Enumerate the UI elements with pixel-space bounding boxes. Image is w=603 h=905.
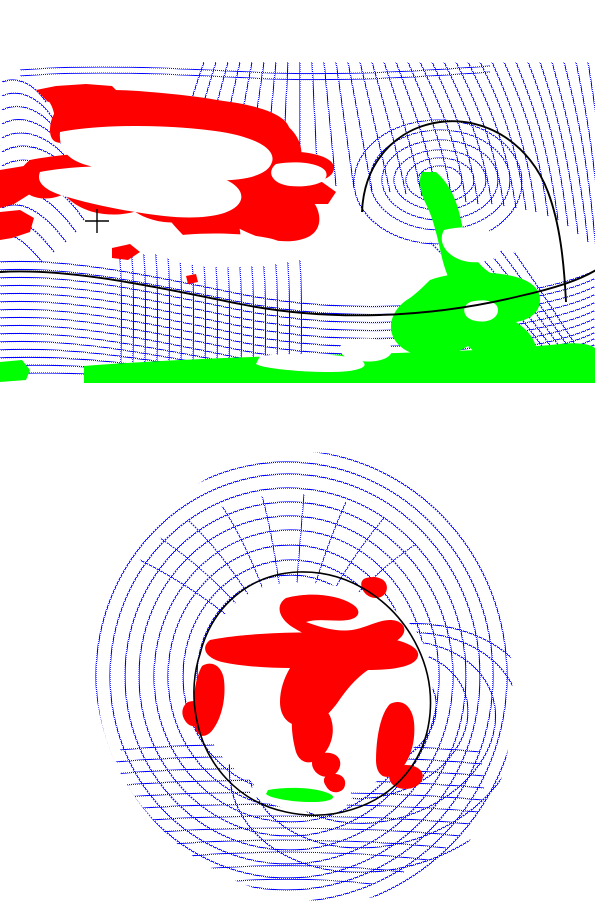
blank-regions — [39, 126, 502, 372]
separatrix-curve — [193, 571, 432, 816]
crosshair-marker[interactable] — [85, 209, 109, 233]
cartesian-field-panel[interactable] — [0, 62, 595, 383]
polar-field-plot — [94, 451, 513, 902]
polar-field-panel[interactable] — [80, 450, 527, 902]
separatrix-curve — [0, 120, 595, 317]
cartesian-field-plot — [0, 62, 595, 383]
region-high-red — [182, 576, 423, 793]
region-low-green — [266, 787, 334, 802]
